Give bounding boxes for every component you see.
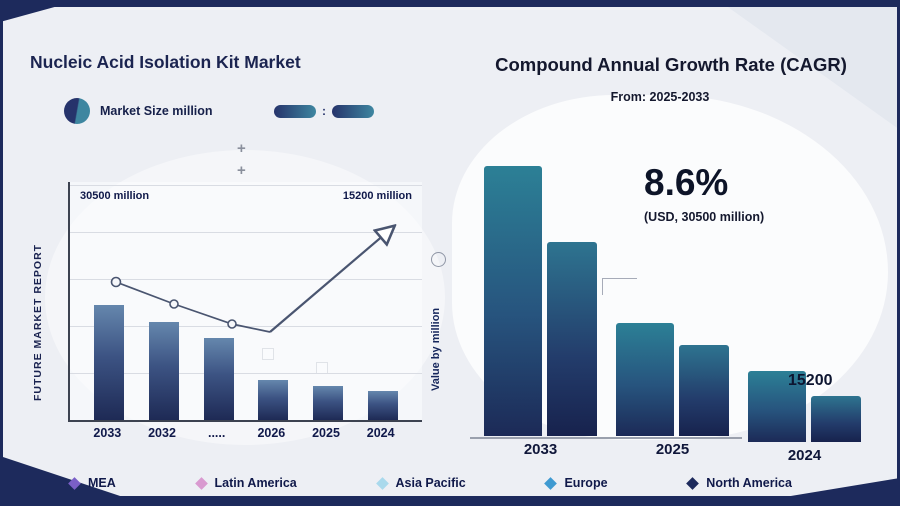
market-size-chart: 30500 million 15200 million (68, 182, 422, 422)
market-size-bars (70, 305, 422, 420)
frame-top-edge (0, 0, 900, 7)
value-axis-label: Value by million (430, 307, 442, 392)
legend-diamond-icon (68, 476, 81, 490)
bar-slot (82, 305, 137, 420)
x-label: 2025 (312, 426, 340, 440)
frame-bottom-edge (0, 496, 900, 506)
legend-label: Europe (564, 476, 608, 490)
x-label: 2026 (257, 426, 286, 440)
cagr-chart-title: Compound Annual Growth Rate (CAGR) (495, 54, 847, 75)
trend-line-arrow (110, 182, 422, 333)
cagr-bar-group-2025: 2025 (616, 323, 729, 458)
future-market-report-label: FUTURE MARKET REPORT (32, 243, 44, 401)
decor-bracket (602, 278, 637, 295)
x-label: ..... (207, 426, 226, 440)
cagr-bar-primary (484, 166, 542, 436)
bar-slot (246, 305, 301, 420)
legend-diamond-icon (686, 476, 700, 490)
cagr-bar-group-2033: 2033 (484, 166, 597, 458)
legend-label: Market Size million (100, 104, 213, 118)
cagr-value: 8.6% (644, 162, 729, 203)
cagr-bar-secondary (811, 396, 861, 442)
cagr-bar-primary (616, 323, 674, 436)
bar-slot (191, 305, 246, 420)
bar-slot (355, 305, 410, 420)
end-value-annotation: 15200 million (342, 190, 412, 202)
x-label-2033: 2033 (523, 441, 558, 458)
decor-plus-icon: + (237, 140, 246, 157)
x-label-2024: 2024 (787, 447, 822, 464)
cagr-period-subtitle: From: 2025-2033 (610, 90, 710, 104)
cagr-bar-primary (748, 371, 806, 442)
cagr-bar-group-2024: 2024 (748, 371, 861, 464)
legend-label: Asia Pacific (395, 476, 466, 490)
bar-slot (137, 305, 192, 420)
decor-pills: : (274, 104, 374, 118)
legend-item-mea: MEA (68, 476, 116, 490)
market-size-x-axis: 2033 2032..... 2026 2025 2024 (68, 426, 420, 440)
value-callout-15200: 15200 (788, 372, 833, 389)
legend-diamond-icon (544, 476, 558, 490)
decor-wedge-top-left (0, 0, 80, 22)
legend-item-asia-pacific: Asia Pacific (375, 476, 466, 490)
legend-label: Latin America (214, 476, 297, 490)
bar-slot (301, 305, 356, 420)
decor-plus-icon: + (237, 162, 246, 179)
market-size-bar-2032 (149, 322, 179, 420)
legend-label: North America (706, 476, 792, 490)
legend-item-europe: Europe (544, 476, 608, 490)
legend-sphere-icon (64, 98, 90, 124)
x-label-2025: 2025 (655, 441, 690, 458)
decor-pill (274, 104, 316, 118)
decor-pill (332, 104, 374, 118)
cagr-bar-secondary (679, 345, 729, 436)
start-value-annotation: 30500 million (80, 190, 150, 202)
legend-item-north-america: North America (686, 476, 792, 490)
frame-right-edge (897, 0, 900, 506)
cagr-bar-secondary (547, 242, 597, 436)
region-legend: MEA Latin America Asia Pacific Europe North … (68, 476, 792, 490)
market-size-bar-2025 (313, 386, 344, 420)
legend-item-latin-america: Latin America (194, 476, 297, 490)
legend-label: MEA (88, 476, 116, 490)
market-size-bar-2026 (258, 380, 289, 420)
x-label: 2033 (93, 426, 122, 440)
x-label: 2032 (148, 426, 176, 440)
left-chart-title: Nucleic Acid Isolation Kit Market (30, 52, 301, 72)
x-label: 2024 (366, 426, 395, 440)
market-size-bar-2033 (94, 305, 125, 420)
cagr-note: (USD, 30500 million) (644, 210, 765, 224)
frame-left-edge (0, 0, 3, 506)
legend-diamond-icon (194, 476, 208, 490)
market-size-bar-2024 (367, 391, 398, 420)
cagr-axis-line (470, 437, 742, 439)
market-size-legend: Market Size million (64, 98, 213, 124)
decor-circle-icon (431, 252, 446, 267)
pill-separator: : (322, 104, 326, 118)
market-size-bar-..... (203, 338, 234, 420)
legend-diamond-icon (375, 476, 389, 490)
